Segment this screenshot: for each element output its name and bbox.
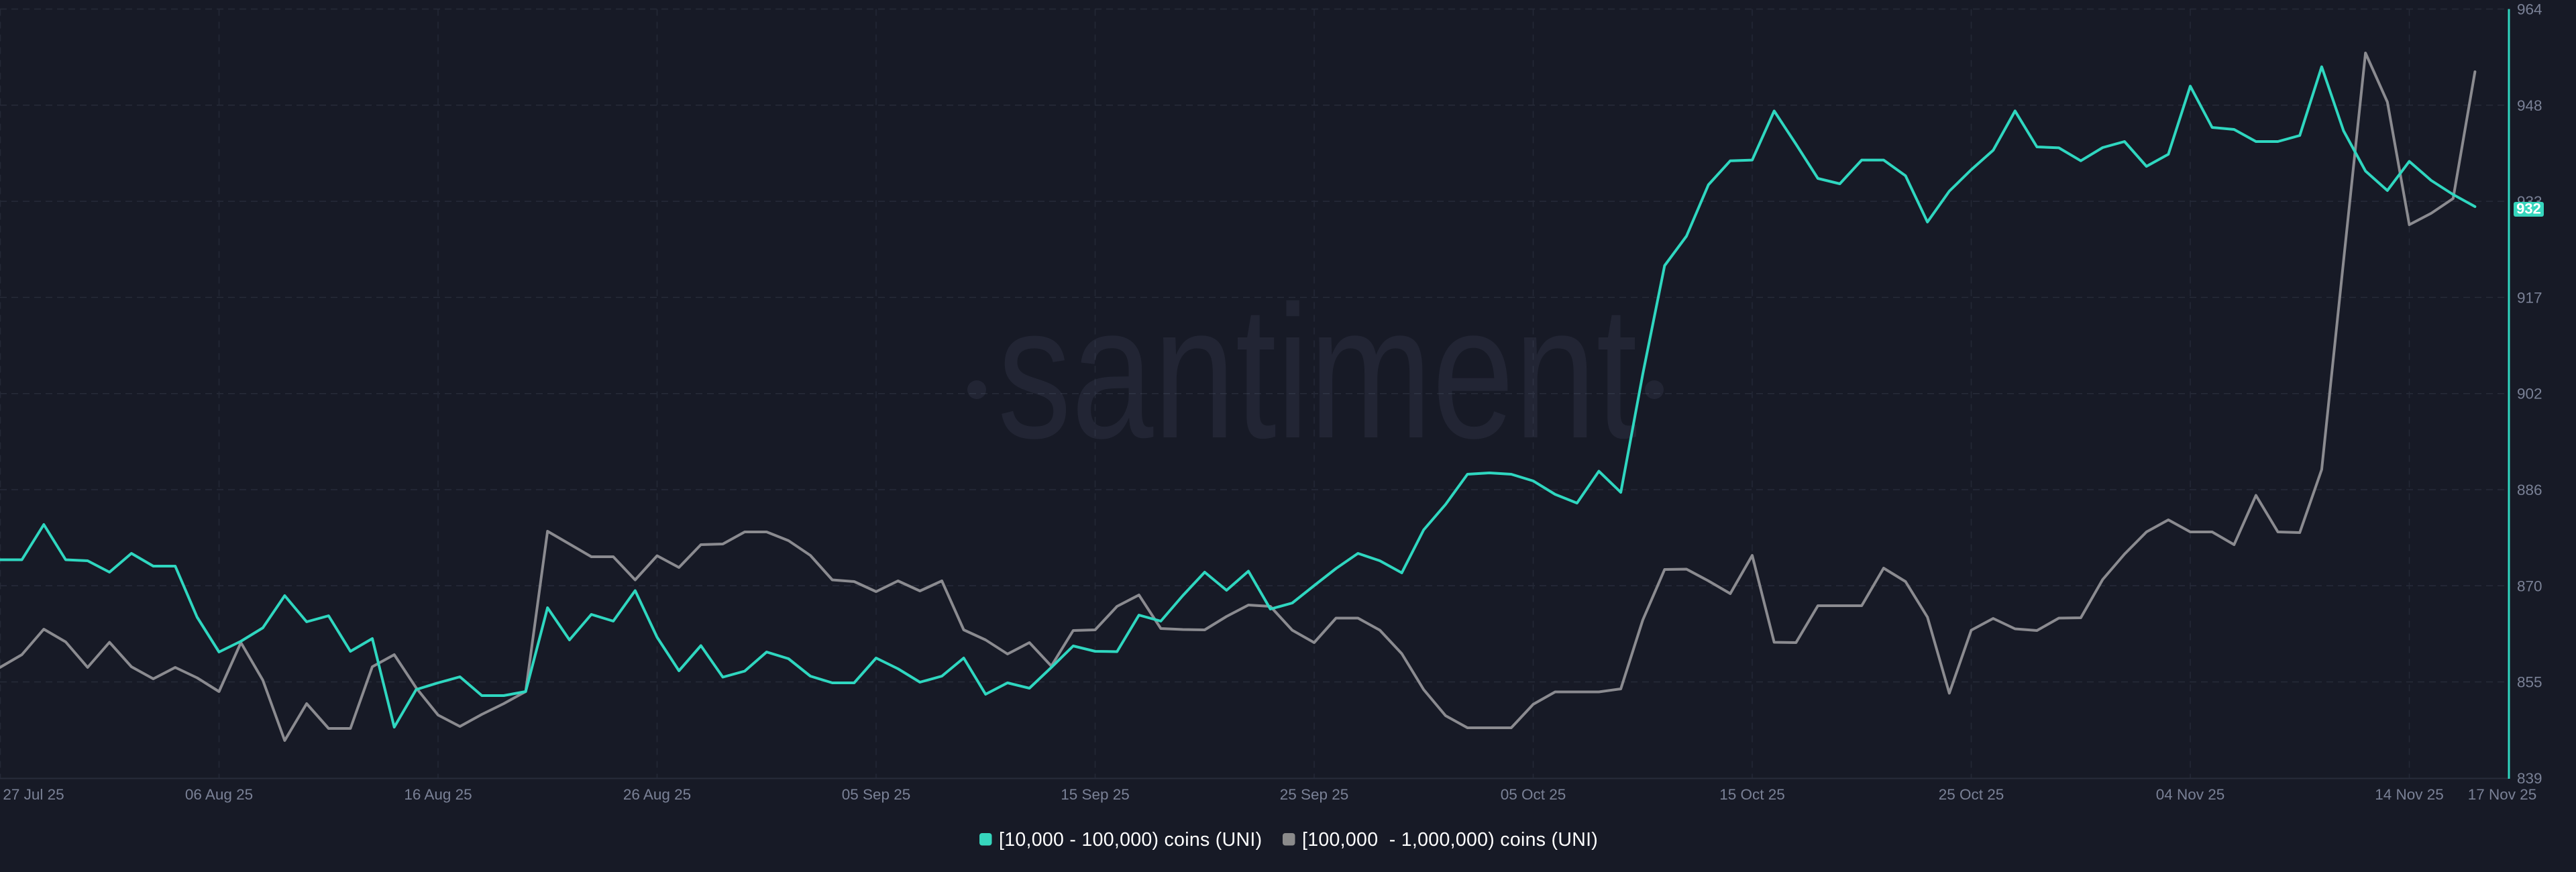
svg-text:25 Oct 25: 25 Oct 25: [1939, 786, 2004, 803]
svg-text:14 Nov 25: 14 Nov 25: [2375, 786, 2444, 803]
svg-text:santiment: santiment: [998, 266, 1638, 478]
svg-text:964: 964: [2517, 1, 2542, 18]
svg-text:26 Aug 25: 26 Aug 25: [623, 786, 691, 803]
svg-text:25 Sep 25: 25 Sep 25: [1280, 786, 1349, 803]
svg-text:855: 855: [2517, 674, 2542, 691]
svg-text:[100,000 - 1,000,000) coins (: [100,000 - 1,000,000) coins (UNI): [1302, 829, 1598, 851]
svg-text:839: 839: [2517, 770, 2542, 787]
svg-text:948: 948: [2517, 97, 2542, 114]
svg-text:04 Nov 25: 04 Nov 25: [2156, 786, 2225, 803]
svg-text:902: 902: [2517, 386, 2542, 402]
svg-text:05 Oct 25: 05 Oct 25: [1501, 786, 1566, 803]
svg-text:15 Oct 25: 15 Oct 25: [1719, 786, 1785, 803]
svg-text:17 Nov 25: 17 Nov 25: [2468, 786, 2537, 803]
svg-text:27 Jul 25: 27 Jul 25: [3, 786, 64, 803]
svg-text:917: 917: [2517, 289, 2542, 306]
svg-text:05 Sep 25: 05 Sep 25: [842, 786, 911, 803]
svg-text:[10,000 - 100,000) coins (UNI): [10,000 - 100,000) coins (UNI): [999, 829, 1262, 851]
svg-text:886: 886: [2517, 482, 2542, 498]
svg-text:16 Aug 25: 16 Aug 25: [404, 786, 472, 803]
svg-text:06 Aug 25: 06 Aug 25: [185, 786, 253, 803]
svg-text:870: 870: [2517, 578, 2542, 594]
svg-text:932: 932: [2516, 201, 2541, 217]
svg-text:15 Sep 25: 15 Sep 25: [1061, 786, 1130, 803]
